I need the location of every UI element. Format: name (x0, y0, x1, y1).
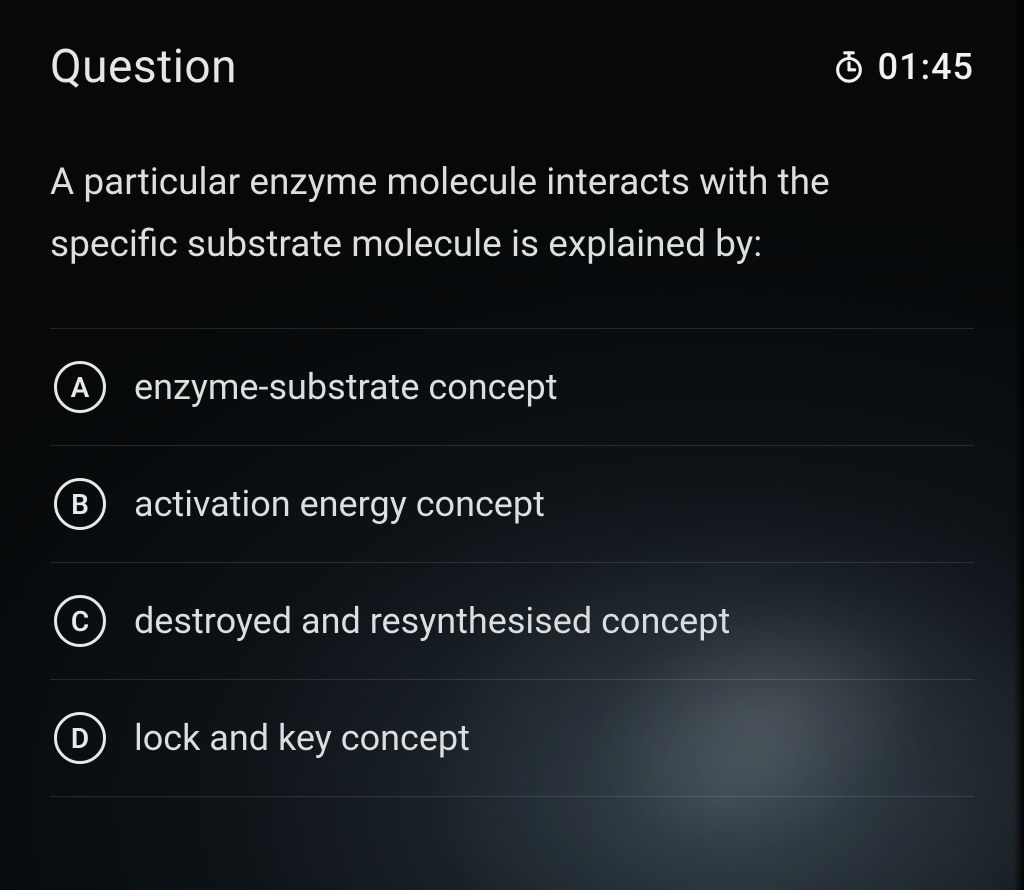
stopwatch-icon (832, 50, 866, 84)
option-letter-badge: D (54, 712, 106, 764)
timer: 01:45 (832, 46, 974, 88)
timer-value: 01:45 (878, 46, 974, 88)
question-title: Question (50, 40, 237, 94)
option-a[interactable]: A enzyme-substrate concept (50, 328, 974, 445)
quiz-screen: Question 01:45 A particular enzyme molec… (0, 0, 1024, 890)
option-label: lock and key concept (134, 717, 470, 759)
option-letter-badge: C (54, 595, 106, 647)
option-label: destroyed and resynthesised concept (134, 600, 730, 642)
option-c[interactable]: C destroyed and resynthesised concept (50, 562, 974, 679)
option-letter-badge: A (54, 361, 106, 413)
option-b[interactable]: B activation energy concept (50, 445, 974, 562)
option-letter-badge: B (54, 478, 106, 530)
option-label: activation energy concept (134, 483, 545, 525)
bezel-edge (1014, 0, 1024, 890)
option-label: enzyme-substrate concept (134, 366, 558, 408)
option-d[interactable]: D lock and key concept (50, 679, 974, 797)
question-header: Question 01:45 (50, 40, 974, 94)
question-prompt: A particular enzyme molecule interacts w… (50, 152, 974, 276)
options-list: A enzyme-substrate concept B activation … (50, 328, 974, 797)
